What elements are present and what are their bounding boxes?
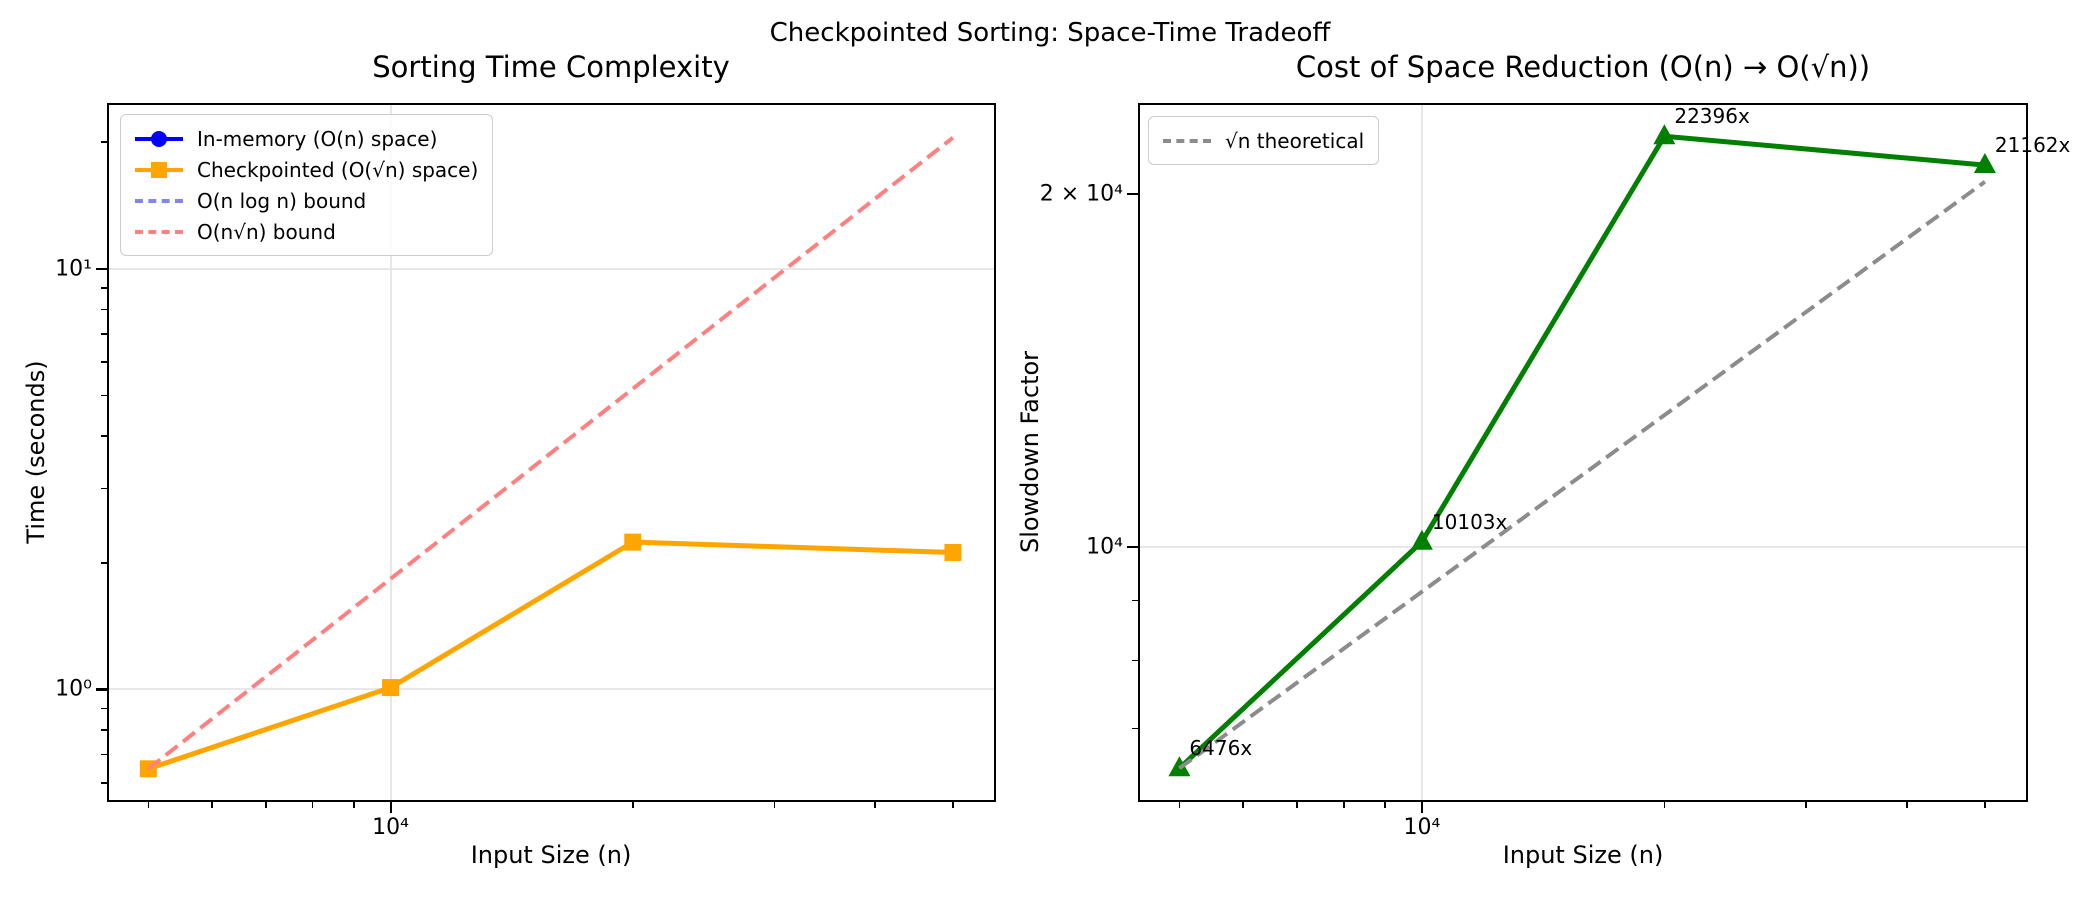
- y-minor-tick: [101, 729, 108, 731]
- y-tick-label: 10⁴: [1086, 534, 1123, 560]
- y-major-tick: [96, 688, 108, 691]
- legend-item-label: In-memory (O(n) space): [197, 126, 438, 151]
- dashed-line-sample-icon: [135, 192, 183, 210]
- checkpointed-marker: [624, 533, 642, 551]
- slowdown-factor-line: [1177, 133, 1986, 771]
- y-gridline: [109, 688, 994, 691]
- x-minor-tick: [1343, 801, 1345, 808]
- x-minor-tick: [1805, 801, 1807, 808]
- y-minor-tick: [101, 707, 108, 710]
- y-tick-label: 10⁰: [55, 676, 92, 702]
- y-tick-label: 2 × 10⁴: [1039, 181, 1123, 207]
- checkpointed-line: [147, 539, 953, 772]
- legend-item-label: √n theoretical: [1225, 128, 1365, 153]
- legend-item: Checkpointed (O(√n) space): [135, 154, 478, 185]
- slowdown-factor-marker: [1653, 124, 1676, 145]
- slowdown-factor-marker: [1973, 153, 1996, 174]
- checkpointed-marker: [944, 543, 962, 561]
- figure-suptitle: Checkpointed Sorting: Space-Time Tradeof…: [769, 18, 1331, 48]
- legend-item-label: Checkpointed (O(√n) space): [197, 157, 479, 182]
- line-sample-icon: [135, 130, 183, 148]
- x-minor-tick: [265, 801, 267, 808]
- x-minor-tick: [1384, 801, 1386, 808]
- line-sample-icon: [135, 161, 183, 179]
- legend-item-label: O(n√n) bound: [197, 219, 336, 244]
- x-tick-label: 10⁴: [372, 815, 409, 840]
- x-minor-tick: [311, 801, 314, 808]
- y-major-tick: [96, 267, 108, 271]
- x-minor-tick: [773, 801, 776, 808]
- y-minor-tick: [101, 435, 108, 437]
- y-gridline: [109, 267, 994, 270]
- point-annotation: 21162x: [1994, 133, 2071, 158]
- circle-marker-icon: [151, 130, 167, 147]
- left-plot-title: Sorting Time Complexity: [372, 50, 730, 84]
- y-minor-tick: [101, 141, 108, 143]
- x-major-tick: [389, 801, 393, 813]
- x-minor-tick: [952, 801, 954, 808]
- y-minor-tick: [101, 753, 108, 756]
- square-marker-icon: [151, 161, 167, 178]
- left-plot-legend: In-memory (O(n) space) Checkpointed (O(√n…: [120, 114, 494, 256]
- x-minor-tick: [1984, 801, 1986, 808]
- y-minor-tick: [101, 394, 108, 397]
- x-gridline: [1420, 105, 1423, 800]
- point-annotation: 10103x: [1431, 509, 1508, 534]
- dashed-line-sample-icon: [1163, 132, 1211, 150]
- x-minor-tick: [1296, 801, 1298, 808]
- y-minor-tick: [101, 782, 108, 784]
- y-gridline: [1140, 545, 2026, 548]
- legend-item-label: O(n log n) bound: [197, 188, 367, 213]
- y-minor-tick: [101, 308, 108, 311]
- x-major-tick: [1420, 801, 1424, 813]
- x-minor-tick: [1178, 801, 1181, 808]
- x-minor-tick: [874, 801, 876, 808]
- legend-item: In-memory (O(n) space): [135, 123, 478, 154]
- y-minor-tick: [101, 487, 108, 490]
- y-minor-tick: [101, 361, 108, 363]
- x-minor-tick: [147, 801, 150, 808]
- checkpointed-marker: [382, 679, 400, 697]
- y-minor-tick: [101, 287, 108, 289]
- y-major-tick: [1127, 192, 1139, 196]
- left-plot-xlabel: Input Size (n): [470, 841, 632, 869]
- x-minor-tick: [1906, 801, 1908, 808]
- point-annotation: 22396x: [1674, 104, 1750, 129]
- left-plot-frame: [107, 103, 996, 802]
- right-plot-xlabel: Input Size (n): [1502, 841, 1664, 869]
- x-tick-label: 10⁴: [1403, 815, 1441, 840]
- legend-item: √n theoretical: [1163, 125, 1364, 156]
- o-n-sqrt-n-bound-line: [147, 136, 955, 771]
- dashed-line-sample-icon: [135, 223, 183, 241]
- y-minor-tick: [101, 562, 108, 564]
- point-annotation: 6476x: [1189, 736, 1253, 761]
- y-tick-label: 10¹: [55, 256, 92, 282]
- x-minor-tick: [353, 801, 355, 808]
- legend-item: O(n log n) bound: [135, 185, 478, 216]
- sqrt-n-theoretical-line: [1178, 180, 1987, 770]
- x-minor-tick: [632, 801, 634, 808]
- y-minor-tick: [1132, 599, 1139, 602]
- y-minor-tick: [1132, 659, 1139, 662]
- y-minor-tick: [101, 333, 108, 335]
- x-minor-tick: [1663, 801, 1666, 808]
- right-plot-title: Cost of Space Reduction (O(n) → O(√n)): [1295, 50, 1871, 84]
- x-gridline: [389, 105, 392, 800]
- legend-item: O(n√n) bound: [135, 216, 478, 247]
- slowdown-factor-marker: [1410, 529, 1433, 550]
- right-plot-frame: [1138, 103, 2028, 802]
- x-minor-tick: [211, 801, 213, 808]
- right-plot-legend: √n theoretical: [1148, 116, 1380, 165]
- x-minor-tick: [1242, 801, 1244, 808]
- y-major-tick: [1127, 545, 1139, 549]
- y-minor-tick: [1132, 727, 1139, 730]
